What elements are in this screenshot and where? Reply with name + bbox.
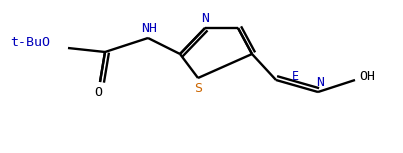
Text: N: N [316,76,324,90]
Text: S: S [194,82,202,95]
Text: E: E [291,69,299,82]
Text: OH: OH [359,69,375,82]
Text: t-BuO: t-BuO [10,35,50,49]
Text: O: O [94,86,102,99]
Text: NH: NH [141,22,157,34]
Text: N: N [201,13,209,26]
